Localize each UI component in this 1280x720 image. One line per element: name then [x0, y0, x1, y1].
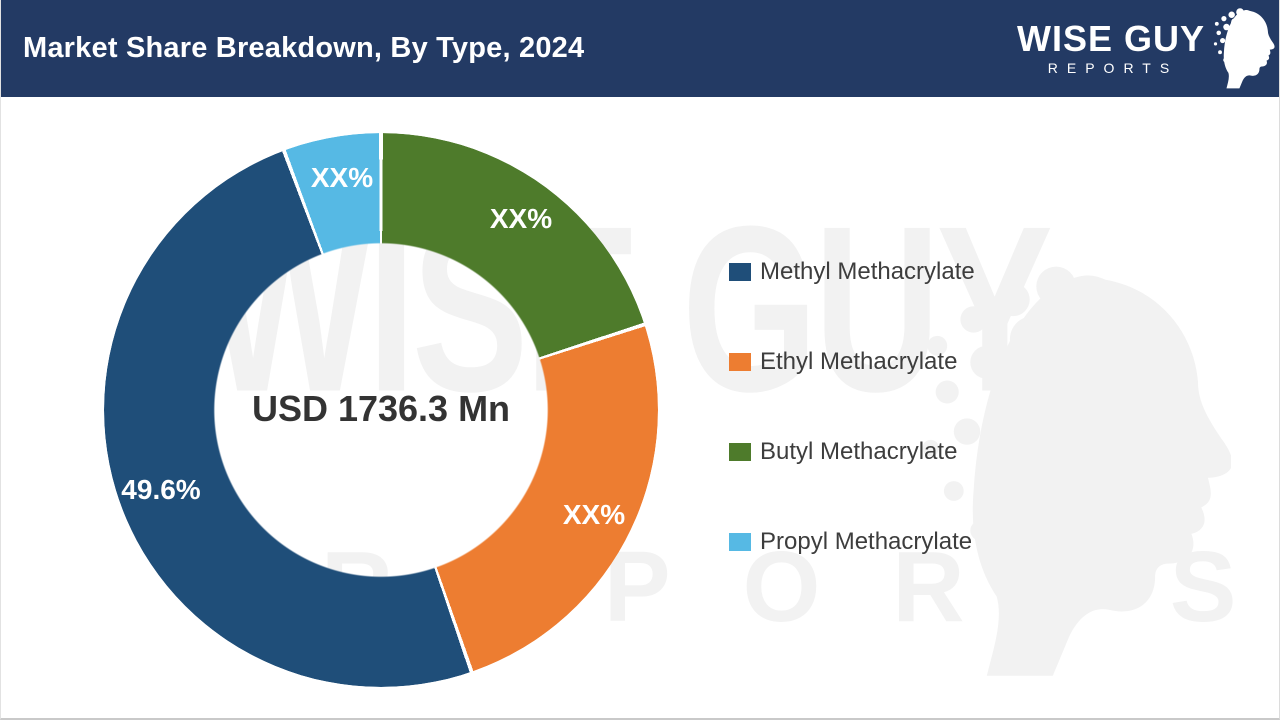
legend-label-butyl: Butyl Methacrylate: [760, 438, 958, 465]
logo-text: WISE GUY REPORTS: [1016, 18, 1205, 77]
legend-label-propyl: Propyl Methacrylate: [760, 528, 973, 555]
page-title: Market Share Breakdown, By Type, 2024: [23, 32, 585, 64]
legend-label-ethyl: Ethyl Methacrylate: [760, 348, 958, 375]
legend: Methyl Methacrylate Ethyl Methacrylate B…: [729, 258, 975, 618]
legend-label-methyl: Methyl Methacrylate: [760, 258, 975, 285]
logo-subtitle: REPORTS: [1047, 60, 1179, 76]
slice-label-ethyl: XX%: [562, 499, 626, 530]
logo-face-icon: [1213, 7, 1275, 88]
legend-item-ethyl: Ethyl Methacrylate: [729, 348, 975, 376]
slice-label-propyl: XX%: [310, 162, 374, 193]
slice-label-butyl: XX%: [489, 203, 553, 234]
donut-ring: [104, 133, 658, 687]
legend-item-propyl: Propyl Methacrylate: [729, 528, 975, 556]
logo-wordmark: WISE GUY: [1016, 18, 1205, 59]
legend-swatch-butyl: [729, 443, 751, 461]
center-value: USD 1736.3 Mn: [251, 388, 511, 429]
legend-item-butyl: Butyl Methacrylate: [729, 438, 975, 466]
legend-item-methyl: Methyl Methacrylate: [729, 258, 975, 286]
header: Market Share Breakdown, By Type, 2024 WI…: [1, 0, 1279, 97]
legend-swatch-ethyl: [729, 353, 751, 371]
slice-label-methyl: 49.6%: [121, 474, 201, 505]
legend-swatch-methyl: [729, 263, 751, 281]
legend-swatch-propyl: [729, 533, 751, 551]
wiseguy-logo: WISE GUY REPORTS: [1017, 0, 1275, 97]
donut-chart: 49.6% XX% XX% XX% USD 1736.3 Mn: [104, 133, 658, 687]
